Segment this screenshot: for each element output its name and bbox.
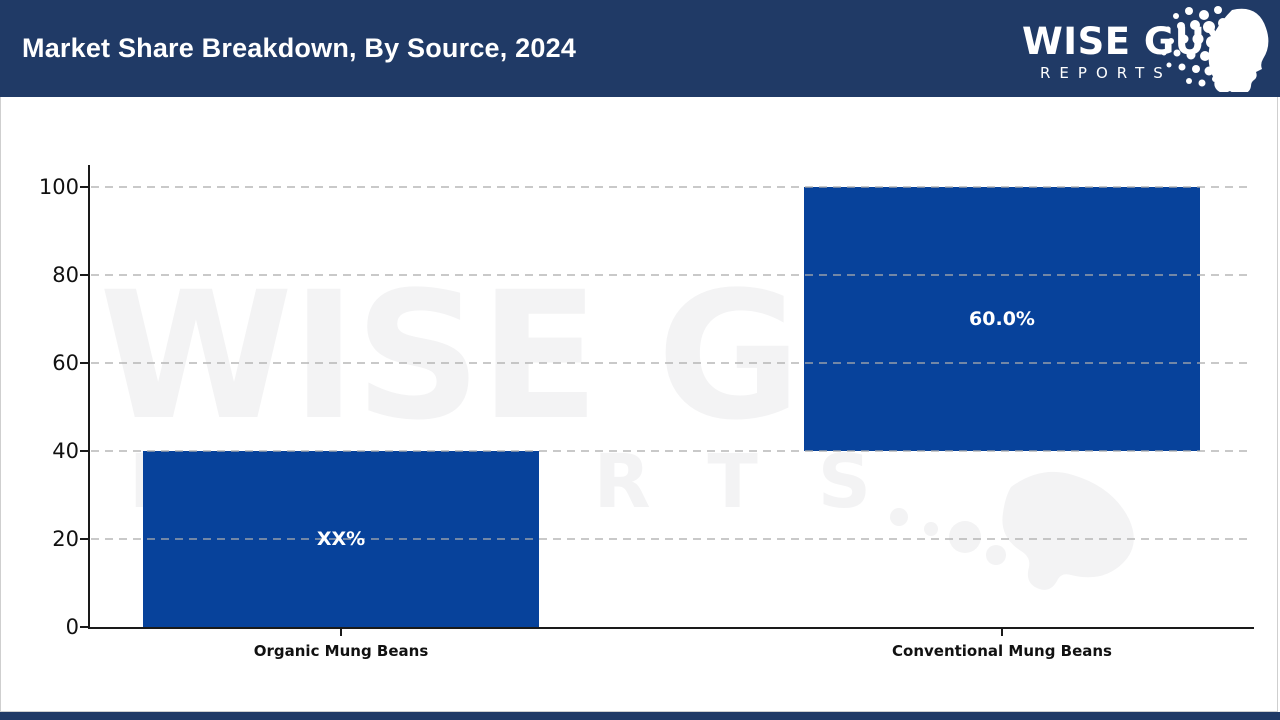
bar-value-label: 60.0% [969, 308, 1035, 330]
y-tick-mark [80, 186, 89, 188]
wise-guy-logo-graphic: WISE GUY REPORTS [1022, 5, 1269, 94]
y-tick-label: 0 [65, 614, 79, 639]
x-tick-mark [340, 629, 342, 636]
x-tick-mark [1001, 629, 1003, 636]
bar-value-label: XX% [316, 528, 366, 550]
watermark-face-blob [890, 471, 1134, 590]
x-tick-label: Organic Mung Beans [253, 642, 429, 660]
gridline [91, 362, 1253, 364]
wise-guy-logo: WISE GUY REPORTS [1018, 2, 1270, 96]
logo-subtext: REPORTS [1040, 64, 1172, 82]
logo-face-silhouette [1208, 8, 1269, 94]
page-title: Market Share Breakdown, By Source, 2024 [22, 33, 577, 63]
y-tick-mark [80, 450, 89, 452]
gridline [91, 450, 1253, 452]
x-tick-label: Conventional Mung Beans [892, 642, 1112, 660]
y-tick-mark [80, 274, 89, 276]
chart-area: WISE GUY REPORTS 020406080100XX%60.0%Org… [0, 97, 1278, 712]
footer-accent-bar [0, 712, 1280, 720]
y-tick-mark [80, 538, 89, 540]
y-tick-label: 60 [52, 350, 79, 375]
bar [804, 187, 1200, 451]
gridline [91, 186, 1253, 188]
y-tick-mark [80, 626, 89, 628]
y-tick-mark [80, 362, 89, 364]
gridline [91, 274, 1253, 276]
header-bar: Market Share Breakdown, By Source, 2024 … [0, 0, 1280, 97]
gridline [91, 538, 1253, 540]
y-tick-label: 20 [52, 526, 79, 551]
y-axis-line [88, 165, 90, 628]
x-axis-line [88, 627, 1254, 629]
y-tick-label: 100 [38, 174, 79, 199]
y-tick-label: 80 [52, 262, 79, 287]
y-tick-label: 40 [52, 438, 79, 463]
